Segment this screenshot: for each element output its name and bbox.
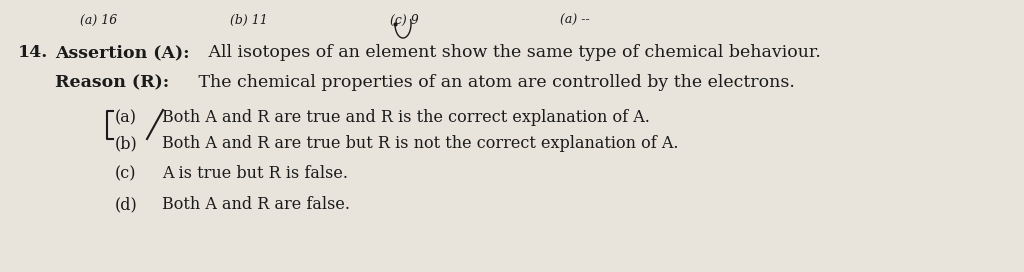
Text: (c): (c) [115, 165, 136, 182]
Text: A is true but R is false.: A is true but R is false. [162, 165, 348, 182]
Text: (c) 9: (c) 9 [390, 14, 419, 27]
Text: All isotopes of an element show the same type of chemical behaviour.: All isotopes of an element show the same… [203, 44, 821, 61]
Text: Both A and R are true and R is the correct explanation of A.: Both A and R are true and R is the corre… [162, 109, 650, 126]
Text: (d): (d) [115, 196, 138, 213]
Text: (a) --: (a) -- [560, 14, 590, 27]
Text: Assertion (A):: Assertion (A): [55, 44, 189, 61]
Text: (b): (b) [115, 135, 138, 152]
Text: Reason (R):: Reason (R): [55, 74, 169, 91]
Text: Both A and R are false.: Both A and R are false. [162, 196, 350, 213]
Text: The chemical properties of an atom are controlled by the electrons.: The chemical properties of an atom are c… [193, 74, 795, 91]
Text: (a) 16: (a) 16 [80, 14, 118, 27]
Text: (b) 11: (b) 11 [230, 14, 267, 27]
Text: Both A and R are true but R is not the correct explanation of A.: Both A and R are true but R is not the c… [162, 135, 679, 152]
Text: 14.: 14. [18, 44, 48, 61]
Text: (a): (a) [115, 109, 137, 126]
